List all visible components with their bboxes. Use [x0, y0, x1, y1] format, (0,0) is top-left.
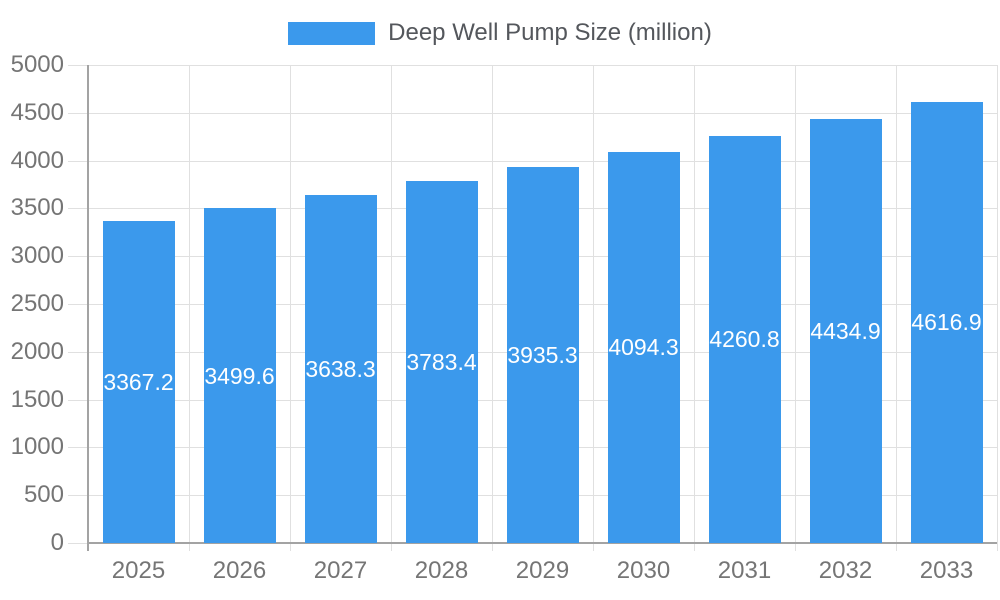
bar-value-label: 4260.8: [709, 326, 780, 353]
y-tick-label: 1500: [10, 385, 64, 413]
bar-value-label: 3638.3: [305, 356, 376, 383]
bar: [405, 181, 478, 543]
y-tick-label: 0: [50, 529, 64, 556]
x-tick-label: 2028: [414, 557, 469, 584]
bar: [506, 166, 579, 543]
legend-label: Deep Well Pump Size (million): [388, 19, 712, 46]
bar-value-label: 3499.6: [204, 362, 275, 389]
x-grid-line: [997, 65, 998, 551]
bar-value-label: 3367.2: [103, 369, 174, 396]
bar-value-label: 4094.3: [608, 334, 679, 361]
x-tick-label: 2033: [919, 557, 974, 584]
x-grid-line: [593, 65, 594, 551]
x-grid-line: [189, 65, 190, 551]
x-grid-line: [492, 65, 493, 551]
bar-value-label: 4434.9: [810, 318, 881, 344]
x-grid-line: [290, 65, 291, 551]
x-tick-label: 2025: [111, 557, 166, 584]
x-tick-label: 2027: [313, 557, 368, 584]
y-tick-label: 4000: [10, 146, 64, 174]
y-tick-label: 1000: [10, 433, 64, 461]
x-grid-line: [391, 65, 392, 551]
bar: [708, 135, 781, 543]
y-grid-line: [68, 160, 997, 162]
bar: [102, 221, 175, 543]
legend[interactable]: Deep Well Pump Size (million): [0, 19, 1000, 47]
x-grid-line: [896, 65, 897, 551]
x-grid-line: [694, 65, 695, 551]
x-axis-line: [88, 542, 997, 544]
bar: [910, 101, 983, 543]
x-tick-label: 2031: [717, 557, 772, 584]
bar: [809, 119, 882, 543]
y-tick-label: 5000: [10, 51, 64, 78]
bar: [607, 151, 680, 543]
y-tick-label: 3500: [10, 194, 64, 222]
y-axis-line: [87, 65, 89, 551]
bar: [203, 208, 276, 543]
bar-value-label: 3935.3: [507, 341, 578, 368]
y-tick-label: 2000: [10, 337, 64, 365]
legend-swatch: [288, 21, 376, 45]
y-grid-line: [68, 65, 997, 66]
y-tick-label: 4500: [10, 98, 64, 126]
x-tick-label: 2026: [212, 557, 267, 584]
y-tick-label: 500: [23, 481, 64, 509]
bar: [304, 195, 377, 543]
y-tick-label: 2500: [10, 290, 64, 317]
x-grid-line: [795, 65, 796, 551]
bar-value-label: 3783.4: [406, 349, 477, 376]
y-grid-line: [68, 112, 997, 114]
bar-value-label: 4616.9: [911, 309, 982, 336]
x-tick-label: 2030: [616, 557, 671, 584]
x-tick-label: 2032: [818, 557, 873, 584]
x-tick-label: 2029: [515, 557, 570, 584]
y-tick-label: 3000: [10, 242, 64, 270]
